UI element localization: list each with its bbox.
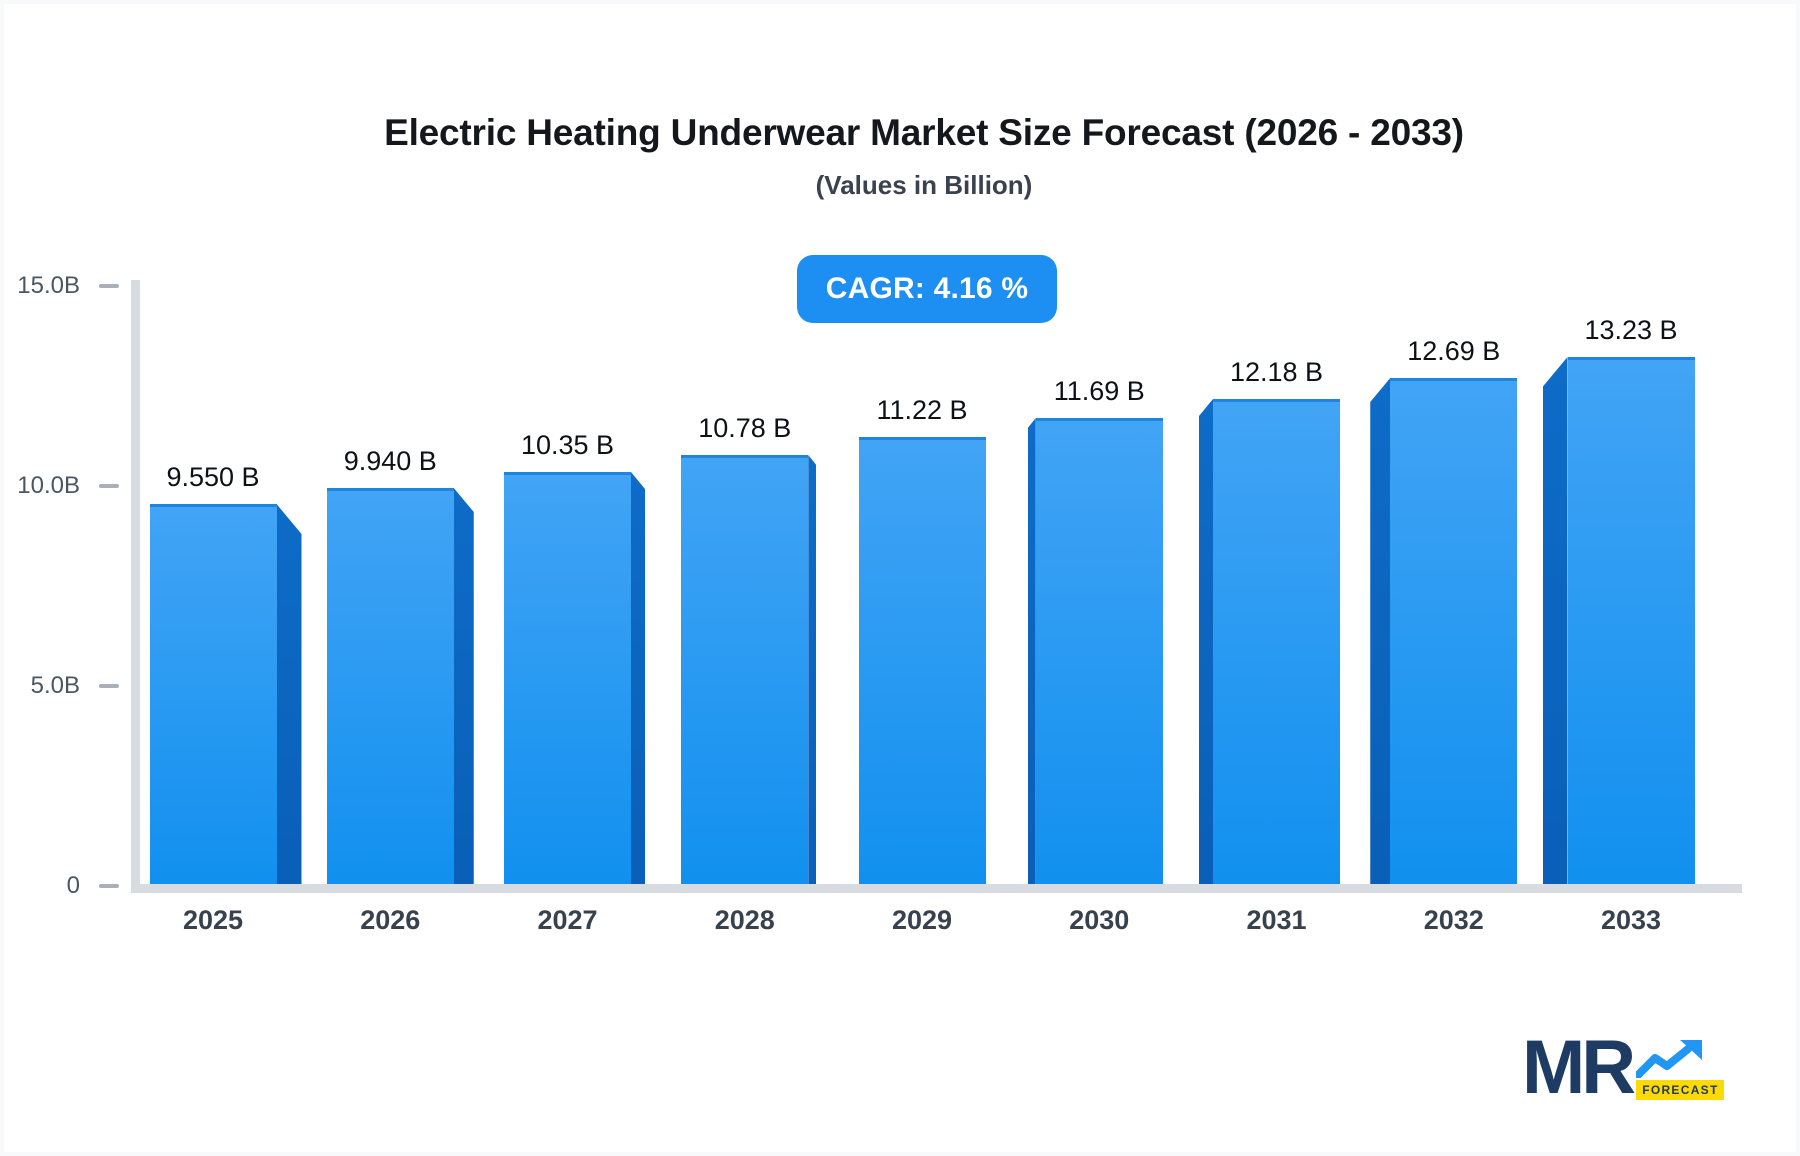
trend-arrow-icon [1636, 1040, 1703, 1078]
bar-3d-side [453, 488, 474, 886]
bar-value-label: 11.69 B [1053, 376, 1145, 406]
y-axis-label: 10.0B [17, 472, 80, 499]
bar-3d-side [808, 455, 817, 886]
bar-value-label: 11.22 B [876, 395, 968, 425]
bar [1213, 399, 1340, 886]
y-axis-tick [99, 684, 119, 688]
x-axis-label: 2026 [360, 905, 421, 935]
cagr-badge: CAGR: 4.16 % [797, 255, 1057, 323]
bar-value-label: 10.35 B [520, 430, 615, 460]
bar-value-label: 12.69 B [1407, 336, 1501, 366]
bar [504, 472, 631, 886]
bar [326, 488, 454, 886]
logo-right-block: FORECAST [1636, 1040, 1724, 1100]
bar [858, 437, 986, 886]
logo-forecast-label: FORECAST [1636, 1080, 1724, 1100]
bar [681, 455, 809, 886]
bar-value-label: 10.78 B [698, 413, 792, 443]
chart-subtitle: (Values in Billion) [815, 170, 1033, 200]
bar-3d-side [1542, 357, 1568, 886]
bar [1035, 418, 1163, 886]
y-axis-line [131, 280, 140, 893]
y-axis-label: 5.0B [30, 672, 80, 699]
cagr-label: CAGR: 4.16 % [825, 272, 1029, 305]
y-axis-tick [99, 484, 119, 488]
y-axis-label: 15.0B [17, 272, 80, 299]
x-axis-label: 2028 [714, 905, 775, 935]
bar [1567, 357, 1695, 886]
bar-value-label: 12.18 B [1229, 357, 1324, 387]
y-axis-tick [99, 884, 119, 888]
brand-logo: MR FORECAST [1522, 1025, 1724, 1110]
chart-title: Electric Heating Underwear Market Size F… [384, 112, 1464, 153]
y-axis-label: 0 [66, 872, 80, 899]
bar-value-label: 9.940 B [343, 446, 437, 476]
bar-3d-side [276, 504, 302, 886]
x-axis-line [131, 884, 1742, 893]
x-axis-label: 2027 [537, 905, 598, 935]
x-axis-label: 2029 [891, 905, 953, 935]
bar-3d-side [1370, 378, 1391, 886]
logo-brand-text: MR [1522, 1025, 1636, 1110]
bar-3d-side [1027, 418, 1036, 886]
bar-3d-side [631, 472, 645, 886]
bar-value-label: 13.23 B [1584, 315, 1678, 345]
x-axis-label: 2030 [1069, 905, 1130, 935]
x-axis-label: 2033 [1600, 905, 1662, 935]
x-axis-label: 2031 [1246, 905, 1307, 935]
bar [1390, 378, 1518, 886]
bar-3d-side [1199, 399, 1213, 886]
x-axis-label: 2025 [182, 905, 244, 935]
y-axis-tick [99, 284, 119, 288]
bar [149, 504, 277, 886]
x-axis-label: 2032 [1423, 905, 1484, 935]
bar-value-label: 9.550 B [166, 462, 260, 492]
